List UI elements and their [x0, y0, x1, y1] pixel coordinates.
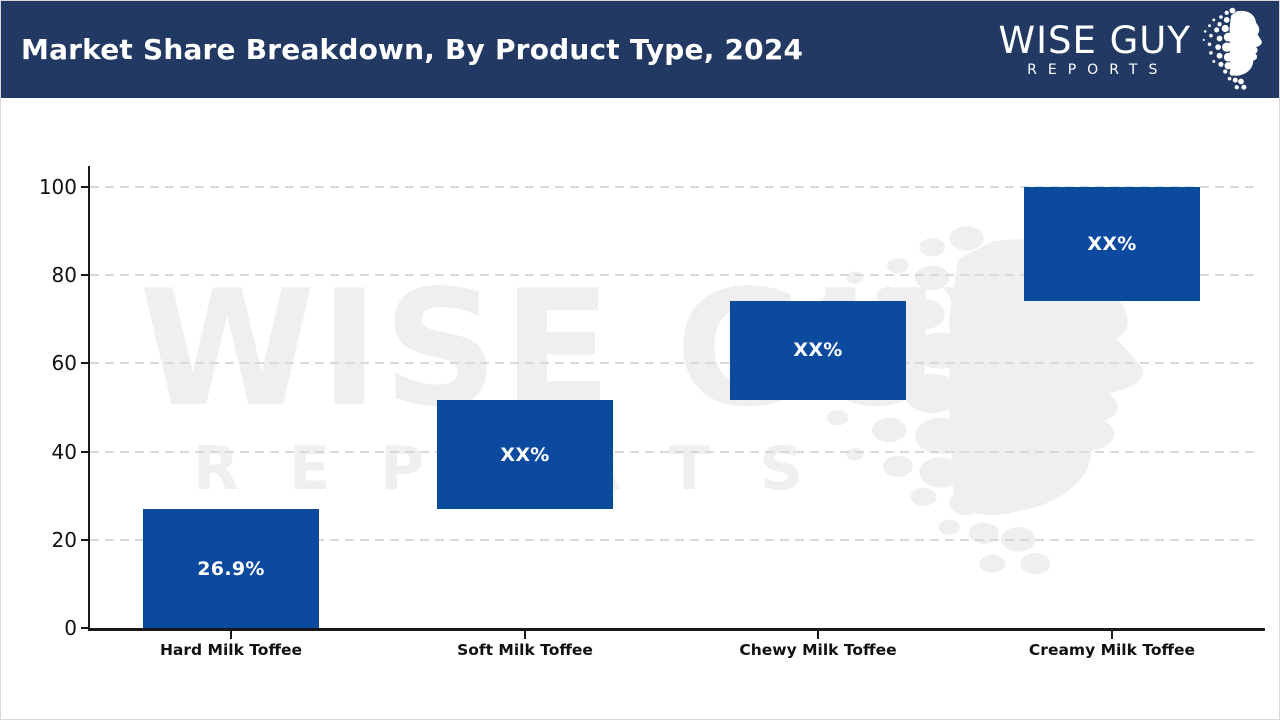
y-tick-mark	[81, 186, 89, 188]
logo-text: WISE GUY REPORTS	[999, 22, 1191, 77]
y-tick-label: 80	[51, 263, 77, 288]
y-tick-mark	[81, 450, 89, 453]
bar-soft-milk-toffee[interactable]: XX%	[437, 400, 613, 510]
logo-face-icon	[1193, 7, 1269, 93]
y-tick-label: 20	[51, 527, 77, 552]
y-tick-mark	[81, 627, 89, 629]
y-tick-mark	[81, 538, 89, 541]
gridline-y-40	[90, 450, 1260, 453]
bar-hard-milk-toffee[interactable]: 26.9%	[143, 509, 319, 628]
x-category-label: Soft Milk Toffee	[457, 641, 593, 659]
x-tick-mark	[230, 631, 232, 639]
gridline-y-100	[90, 186, 1260, 188]
gridline-y-80	[90, 274, 1260, 277]
y-tick-label: 40	[51, 439, 77, 464]
bar-chewy-milk-toffee[interactable]: XX%	[730, 300, 906, 400]
bar-value-label: XX%	[793, 339, 843, 362]
bar-value-label: XX%	[1087, 232, 1137, 255]
x-tick-mark	[524, 631, 526, 639]
x-category-label: Hard Milk Toffee	[159, 641, 303, 659]
gridline-y-60	[90, 362, 1260, 365]
wise-guy-logo: WISE GUY REPORTS	[999, 1, 1269, 98]
y-axis-line	[88, 166, 90, 628]
y-tick-mark	[81, 274, 89, 277]
x-axis-line	[88, 628, 1265, 631]
header-bar: Market Share Breakdown, By Product Type,…	[1, 1, 1279, 98]
bar-creamy-milk-toffee[interactable]: XX%	[1024, 187, 1200, 301]
x-tick-mark	[817, 631, 819, 639]
x-category-label: Creamy Milk Toffee	[1028, 641, 1196, 659]
page-title: Market Share Breakdown, By Product Type,…	[21, 33, 804, 66]
bar-value-label: 26.9%	[197, 557, 265, 580]
bar-value-label: XX%	[500, 443, 550, 466]
y-tick-label: 0	[64, 616, 77, 640]
y-tick-label: 100	[38, 175, 77, 199]
x-category-label: Chewy Milk Toffee	[739, 641, 897, 659]
y-tick-mark	[81, 362, 89, 365]
logo-wordmark: WISE GUY	[998, 19, 1191, 62]
gridline-y-20	[90, 538, 1260, 541]
y-tick-label: 60	[51, 351, 77, 376]
x-tick-mark	[1111, 631, 1113, 639]
logo-subtitle: REPORTS	[1027, 62, 1169, 78]
